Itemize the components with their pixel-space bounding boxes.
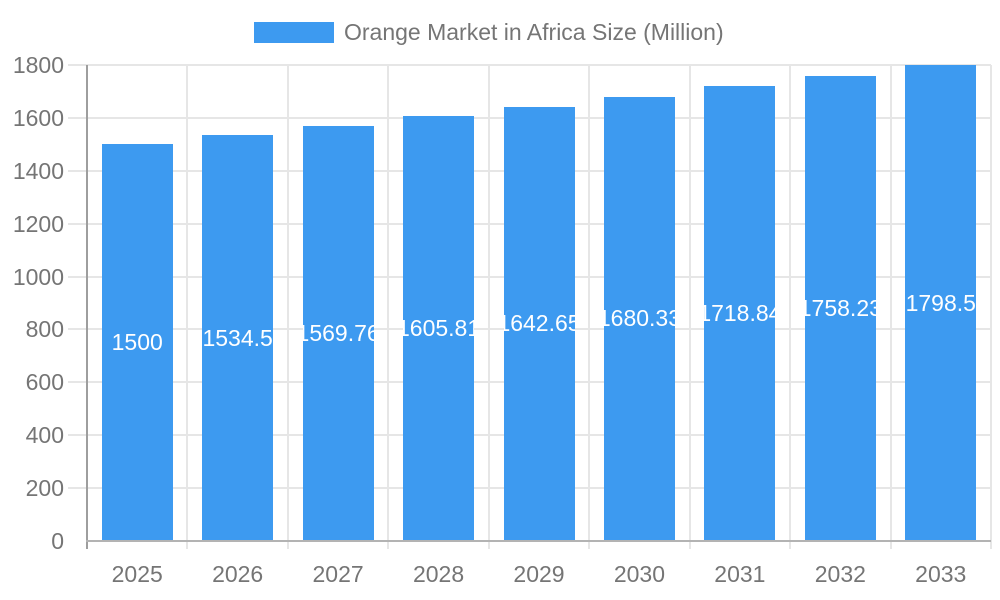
x-gridline: [990, 65, 992, 549]
bar[interactable]: 1718.84: [704, 86, 776, 541]
y-axis-line: [86, 65, 88, 549]
x-gridline: [387, 65, 390, 549]
bar[interactable]: 1642.65: [503, 106, 575, 541]
x-axis-tick-label: 2033: [915, 561, 967, 587]
bar-value-label: 1569.76: [302, 319, 374, 346]
bar-value-label: 1798.5: [905, 289, 976, 316]
y-gridline: [68, 64, 991, 66]
x-axis-tick-label: 2027: [312, 561, 364, 587]
y-axis-tick-label: 200: [25, 475, 64, 502]
x-axis-tick-label: 2025: [111, 561, 163, 587]
y-axis-tick-label: 600: [25, 369, 64, 396]
x-axis-tick-label: 2029: [513, 561, 565, 587]
x-axis-tick-label: 2031: [714, 561, 766, 587]
bar[interactable]: 1534.5: [202, 135, 274, 541]
x-axis-tick-label: 2030: [613, 561, 666, 587]
legend-label: Orange Market in Africa Size (Million): [344, 19, 724, 45]
bar[interactable]: 1758.23: [804, 76, 876, 541]
bar-value-label: 1642.65: [503, 310, 575, 337]
y-axis-tick-label: 800: [25, 316, 64, 343]
bar[interactable]: 1500: [101, 144, 173, 541]
y-axis-tick-label: 0: [51, 528, 64, 554]
bar[interactable]: 1605.81: [403, 116, 475, 541]
legend-swatch: [254, 22, 334, 43]
bar-value-label: 1500: [111, 329, 163, 356]
y-axis-tick-label: 1000: [12, 263, 64, 290]
x-gridline: [789, 65, 792, 549]
x-axis-tick-label: 2032: [814, 561, 866, 587]
bar-value-label: 1758.23: [804, 295, 876, 321]
y-axis-tick-label: 1600: [12, 104, 64, 131]
y-axis-tick-label: 400: [25, 422, 64, 449]
x-axis-tick-label: 2026: [212, 561, 264, 587]
bar[interactable]: 1680.33: [603, 96, 675, 541]
x-axis-line: [86, 540, 991, 542]
bar-value-label: 1605.81: [403, 315, 475, 342]
bar[interactable]: 1798.5: [905, 65, 977, 541]
bar-value-label: 1718.84: [704, 300, 776, 327]
y-axis-tick-label: 1400: [12, 157, 64, 184]
x-gridline: [186, 65, 189, 549]
x-gridline: [487, 65, 490, 549]
x-gridline: [688, 65, 691, 549]
y-axis-tick-label: 1200: [12, 210, 64, 237]
y-axis-tick-label: 1800: [12, 52, 64, 78]
x-gridline: [889, 65, 892, 549]
x-gridline: [286, 65, 289, 549]
x-axis-tick-label: 2028: [412, 561, 465, 587]
bar-value-label: 1680.33: [603, 305, 675, 332]
x-gridline: [588, 65, 591, 549]
bar[interactable]: 1569.76: [302, 125, 374, 541]
bar-value-label: 1534.5: [202, 324, 273, 351]
